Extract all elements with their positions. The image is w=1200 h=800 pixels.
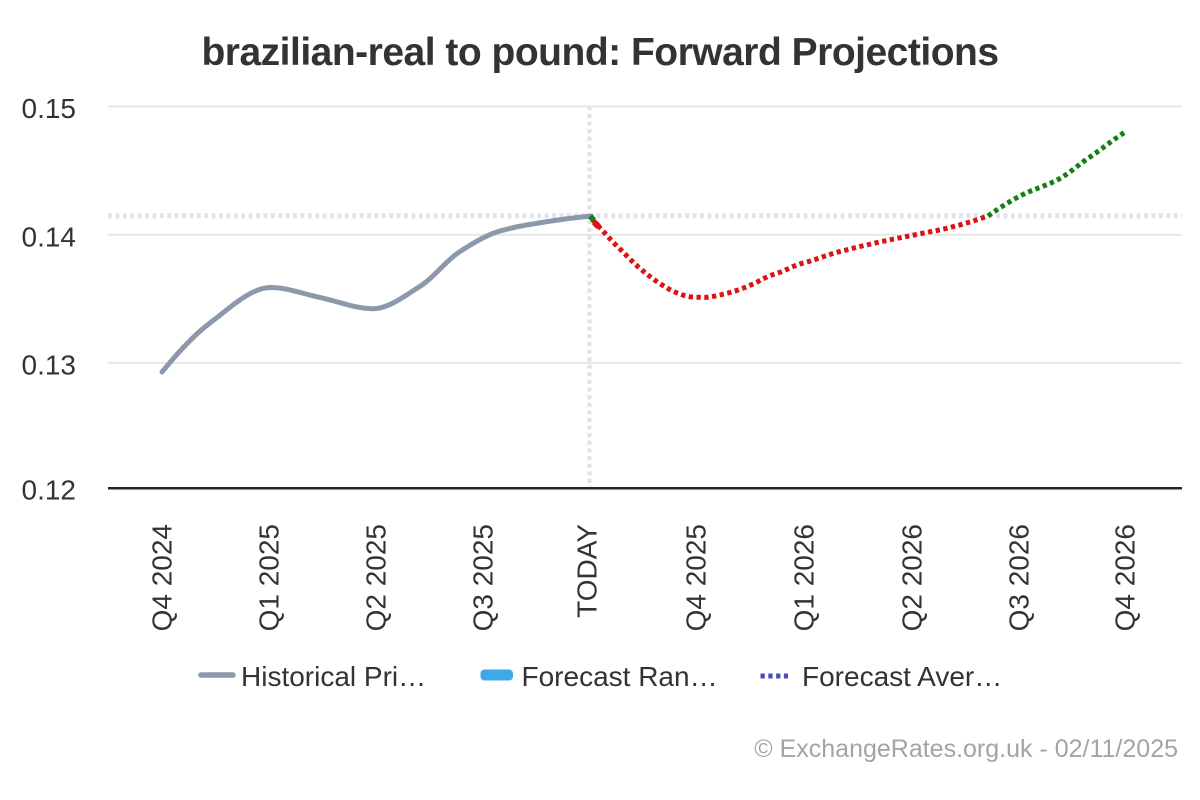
svg-text:TODAY: TODAY xyxy=(572,524,603,618)
svg-text:Historical Pri…: Historical Pri… xyxy=(241,661,426,692)
svg-text:Q4 2025: Q4 2025 xyxy=(681,524,712,631)
svg-text:0.14: 0.14 xyxy=(22,221,77,252)
svg-text:0.15: 0.15 xyxy=(22,93,77,124)
svg-text:© ExchangeRates.org.uk - 02/11: © ExchangeRates.org.uk - 02/11/2025 xyxy=(754,735,1178,763)
svg-text:Q4 2024: Q4 2024 xyxy=(147,524,178,631)
svg-text:0.13: 0.13 xyxy=(22,350,77,381)
svg-text:Q3 2025: Q3 2025 xyxy=(468,524,499,631)
svg-text:Q2 2026: Q2 2026 xyxy=(897,524,928,631)
svg-text:Q1 2025: Q1 2025 xyxy=(254,524,285,631)
svg-text:Forecast Ran…: Forecast Ran… xyxy=(522,661,718,692)
svg-text:0.12: 0.12 xyxy=(22,475,77,506)
svg-text:Q2 2025: Q2 2025 xyxy=(361,524,392,631)
svg-text:Q4 2026: Q4 2026 xyxy=(1110,524,1141,631)
svg-text:brazilian-real to pound: Forwa: brazilian-real to pound: Forward Project… xyxy=(201,31,998,74)
svg-text:Forecast Aver…: Forecast Aver… xyxy=(802,661,1002,692)
svg-text:Q1 2026: Q1 2026 xyxy=(789,524,820,631)
svg-text:Q3 2026: Q3 2026 xyxy=(1004,524,1035,631)
